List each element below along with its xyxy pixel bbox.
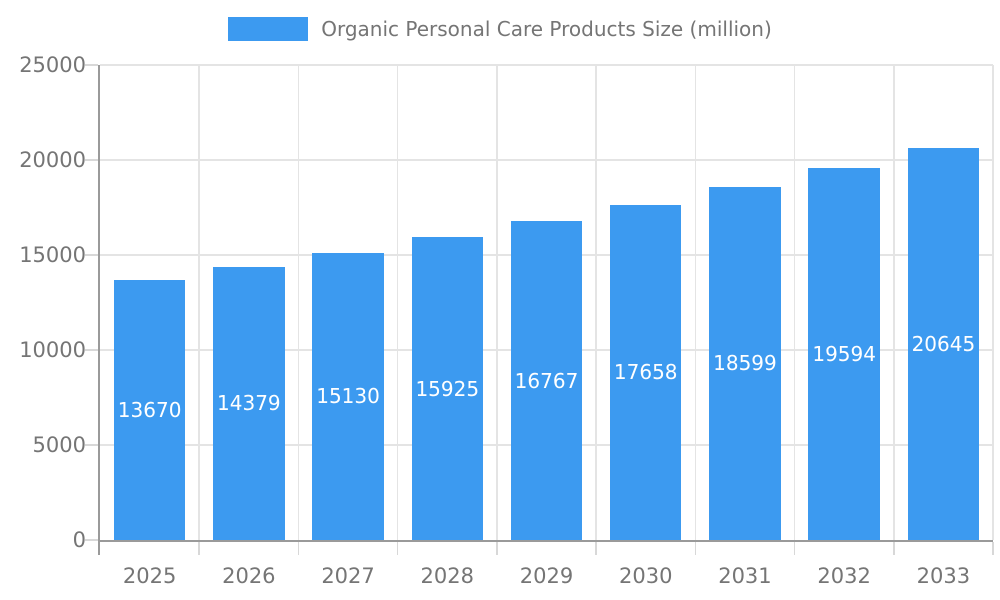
x-tick (198, 542, 200, 555)
gridline-vertical (198, 65, 200, 540)
bar-value-label: 14379 (217, 391, 281, 416)
gridline-vertical (793, 65, 796, 540)
x-tick (793, 542, 796, 555)
legend-label: Organic Personal Care Products Size (mil… (321, 17, 772, 41)
gridline-vertical (496, 65, 498, 540)
x-tick (297, 542, 300, 555)
x-axis-tick-label: 2032 (817, 564, 871, 588)
gridline-vertical (396, 65, 399, 540)
x-tick (694, 542, 697, 555)
bar[interactable]: 20645 (907, 147, 980, 540)
bar[interactable]: 15925 (411, 237, 483, 540)
bar[interactable]: 18599 (709, 186, 781, 540)
y-axis-tick-label: 20000 (19, 148, 86, 172)
gridline-vertical (297, 65, 300, 540)
gridline-horizontal (100, 159, 993, 161)
y-axis-tick-label: 25000 (19, 53, 86, 77)
legend[interactable]: Organic Personal Care Products Size (mil… (0, 17, 1000, 41)
y-axis-tick-label: 5000 (32, 433, 86, 457)
gridline-vertical (595, 65, 597, 540)
bar-value-label: 16767 (514, 368, 579, 393)
x-axis-tick-label: 2030 (618, 564, 673, 588)
x-tick (992, 542, 994, 555)
legend-swatch-icon (228, 17, 309, 41)
y-tick (85, 64, 98, 66)
x-tick (595, 542, 597, 555)
bar-value-label: 15925 (415, 376, 480, 401)
bar-value-label: 15130 (316, 384, 380, 409)
x-tick (396, 542, 399, 555)
x-axis-tick-label: 2027 (321, 564, 375, 588)
x-axis-tick-label: 2028 (420, 564, 474, 588)
bar-value-label: 13670 (117, 398, 182, 423)
x-axis-tick-label: 2026 (222, 564, 276, 588)
y-tick (85, 539, 98, 541)
bar-value-label: 20645 (911, 331, 976, 356)
bar-value-label: 19594 (812, 341, 876, 366)
bar[interactable]: 13670 (113, 280, 186, 540)
gridline-vertical (694, 65, 697, 540)
y-tick (85, 349, 98, 351)
bar[interactable]: 17658 (610, 204, 682, 540)
y-tick (85, 254, 98, 256)
bar[interactable]: 15130 (312, 252, 384, 540)
bar-value-label: 18599 (713, 351, 777, 376)
plot-area: 13670 14379 15130 15925 16767 17658 18599 19594… (85, 64, 994, 555)
bar[interactable]: 19594 (808, 167, 880, 540)
x-axis-tick-label: 2031 (718, 564, 772, 588)
y-axis-tick-label: 15000 (19, 243, 86, 267)
gridline-vertical (893, 65, 895, 540)
gridline-vertical (992, 65, 994, 540)
x-tick (893, 542, 895, 555)
bar[interactable]: 16767 (510, 221, 583, 540)
x-axis-tick-label: 2033 (916, 564, 971, 588)
gridline-horizontal (100, 64, 993, 66)
y-axis-tick-label: 0 (72, 528, 86, 552)
y-axis-line (98, 65, 100, 555)
x-axis-line (98, 540, 993, 542)
bar-value-label: 17658 (613, 360, 678, 385)
y-tick (85, 159, 98, 161)
x-axis-tick-label: 2025 (122, 564, 177, 588)
bar[interactable]: 14379 (213, 266, 285, 540)
y-tick (85, 444, 98, 446)
x-axis-tick-label: 2029 (519, 564, 574, 588)
x-tick (496, 542, 498, 555)
y-axis-tick-label: 10000 (19, 338, 86, 362)
